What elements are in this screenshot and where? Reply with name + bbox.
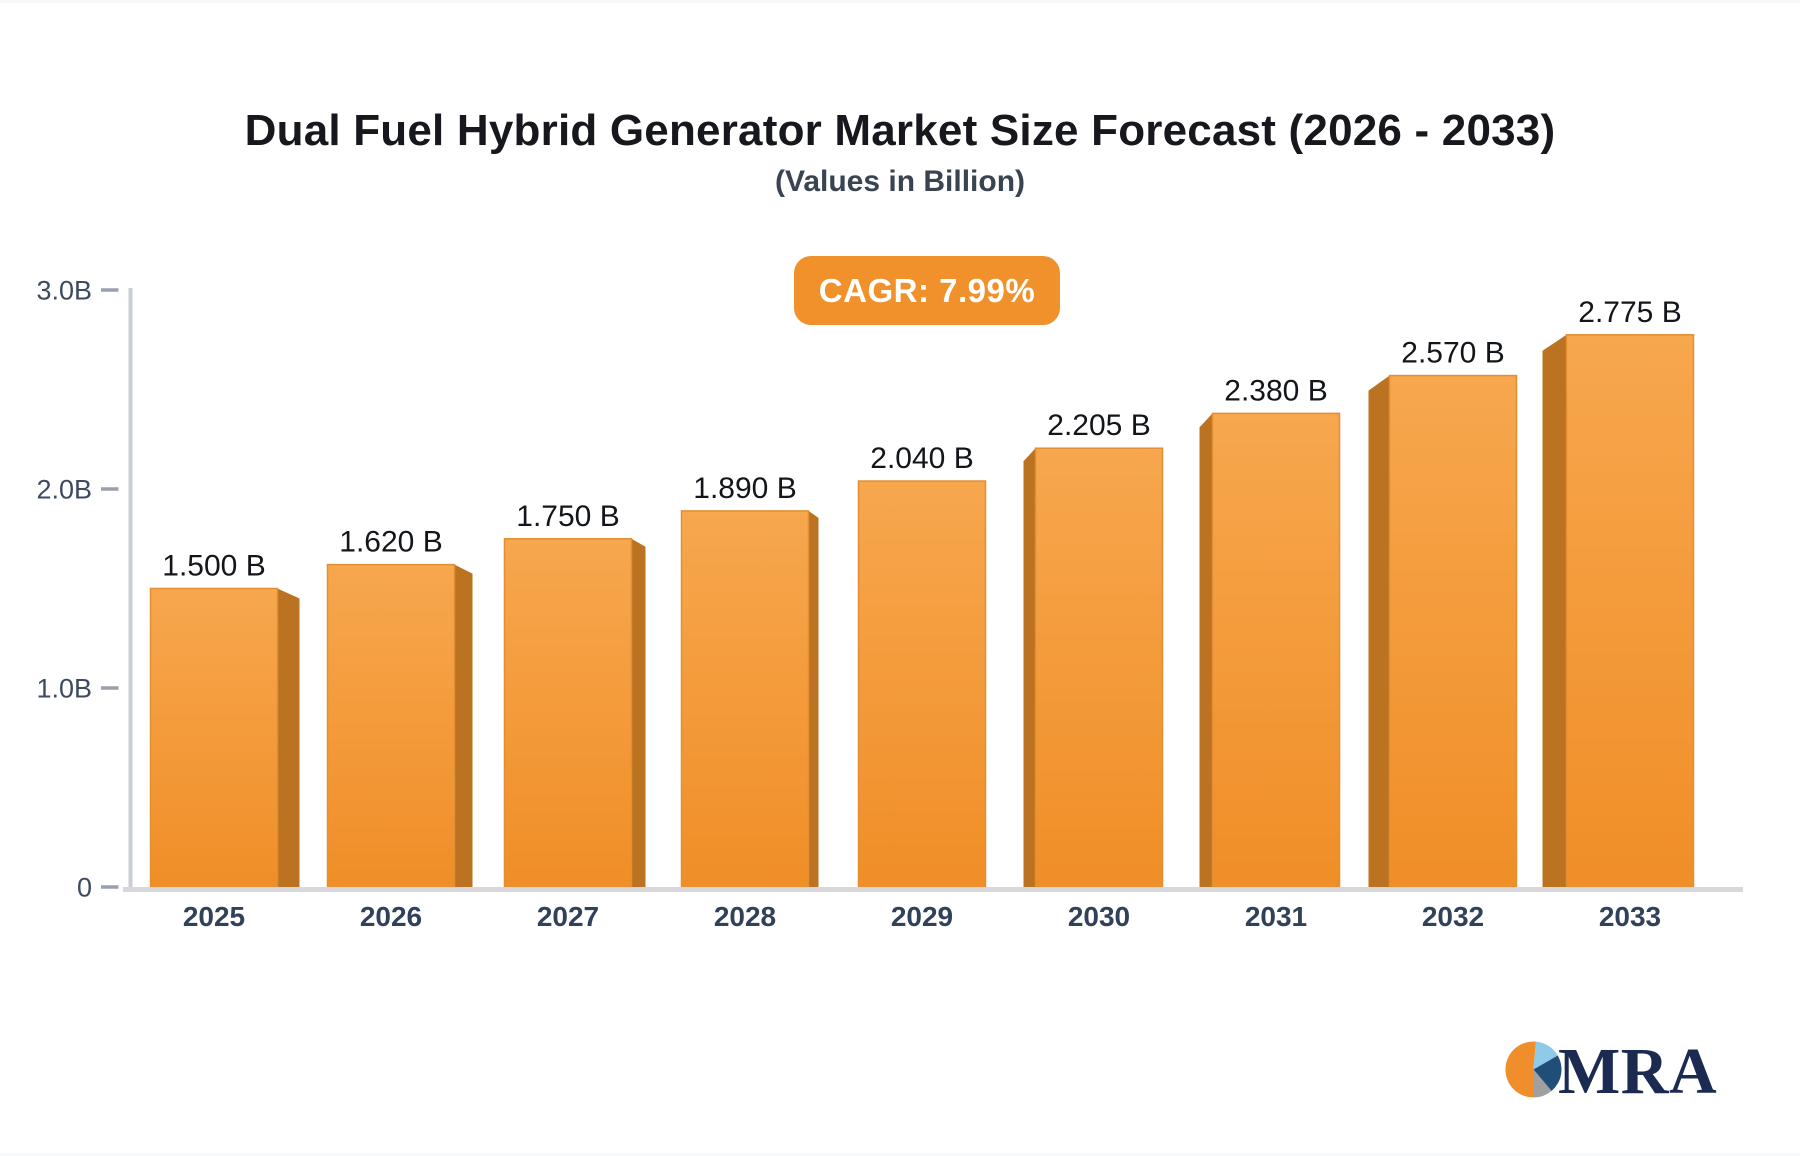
bar-group-2031: 2.380 B 2031 (1199, 374, 1341, 932)
bottom-edge-strip (0, 1153, 1800, 1156)
bar-front-face (857, 480, 987, 888)
bar-value-label: 2.775 B (1578, 296, 1681, 329)
bar-value-label: 2.570 B (1401, 337, 1504, 370)
bar-group-2026: 1.620 B 2026 (326, 526, 473, 932)
bar-group-2028: 1.890 B 2028 (680, 472, 819, 932)
logo-pie-icon (1505, 1041, 1562, 1098)
bar-value-label: 1.750 B (516, 500, 619, 533)
top-edge-strip (0, 0, 1800, 3)
bar-front-face (1565, 334, 1695, 888)
bar-value-label: 2.205 B (1047, 409, 1150, 442)
bar-side-face (1023, 448, 1036, 887)
bar-value-label: 1.500 B (162, 550, 265, 583)
bar-value-label: 1.890 B (693, 472, 796, 505)
logo-pie-segment-navy (1533, 1055, 1562, 1091)
x-axis-label: 2031 (1245, 901, 1307, 932)
bar-side-face (1542, 334, 1567, 887)
bar-side-face (454, 564, 473, 887)
bar-front-face (1034, 447, 1164, 888)
bar-front-face (149, 587, 279, 888)
y-tick-label: 2.0B (36, 474, 92, 504)
logo-pie-segment-light-blue (1533, 1041, 1558, 1070)
bar-side-face (277, 588, 300, 887)
bar-value-label: 2.040 B (870, 442, 973, 475)
bar-group-2033: 2.775 B 2033 (1542, 296, 1695, 932)
x-axis-label: 2026 (360, 901, 422, 932)
y-tick-label: 3.0B (36, 275, 92, 305)
x-axis-label: 2033 (1599, 901, 1661, 932)
x-axis-label: 2027 (537, 901, 599, 932)
bar-group-2025: 1.500 B 2025 (149, 550, 300, 932)
bar-value-label: 2.380 B (1224, 374, 1327, 407)
bar-front-face (326, 563, 456, 888)
logo-pie-segment-orange (1505, 1041, 1536, 1098)
x-axis-label: 2029 (891, 901, 953, 932)
cagr-badge: CAGR: 7.99% (794, 256, 1060, 325)
bar-front-face (1388, 374, 1518, 888)
bar-front-face (503, 538, 633, 888)
bar-front-face (1211, 412, 1341, 888)
x-axis-label: 2030 (1068, 901, 1130, 932)
chart-subtitle: (Values in Billion) (774, 165, 1026, 198)
y-tick-label: 0 (77, 872, 92, 902)
x-axis-label: 2025 (183, 901, 245, 932)
bar-group-2032: 2.570 B 2032 (1368, 337, 1518, 932)
y-tick-label: 1.0B (36, 673, 92, 703)
logo-pie-segment-gray (1533, 1069, 1552, 1098)
bar-group-2029: 2.040 B 2029 (857, 442, 987, 932)
bar-front-face (680, 510, 810, 888)
logo-text: MRA (1558, 1035, 1718, 1108)
bar-side-face (1368, 375, 1390, 887)
bar-side-face (1199, 413, 1213, 887)
bar-value-label: 1.620 B (339, 526, 442, 559)
bar-group-2030: 2.205 B 2030 (1023, 409, 1164, 932)
x-axis-label: 2032 (1422, 901, 1484, 932)
bar-group-2027: 1.750 B 2027 (503, 500, 646, 932)
x-axis-label: 2028 (714, 901, 776, 932)
chart-title: Dual Fuel Hybrid Generator Market Size F… (244, 106, 1556, 155)
bar-side-face (631, 538, 646, 887)
bar-side-face (808, 510, 819, 887)
